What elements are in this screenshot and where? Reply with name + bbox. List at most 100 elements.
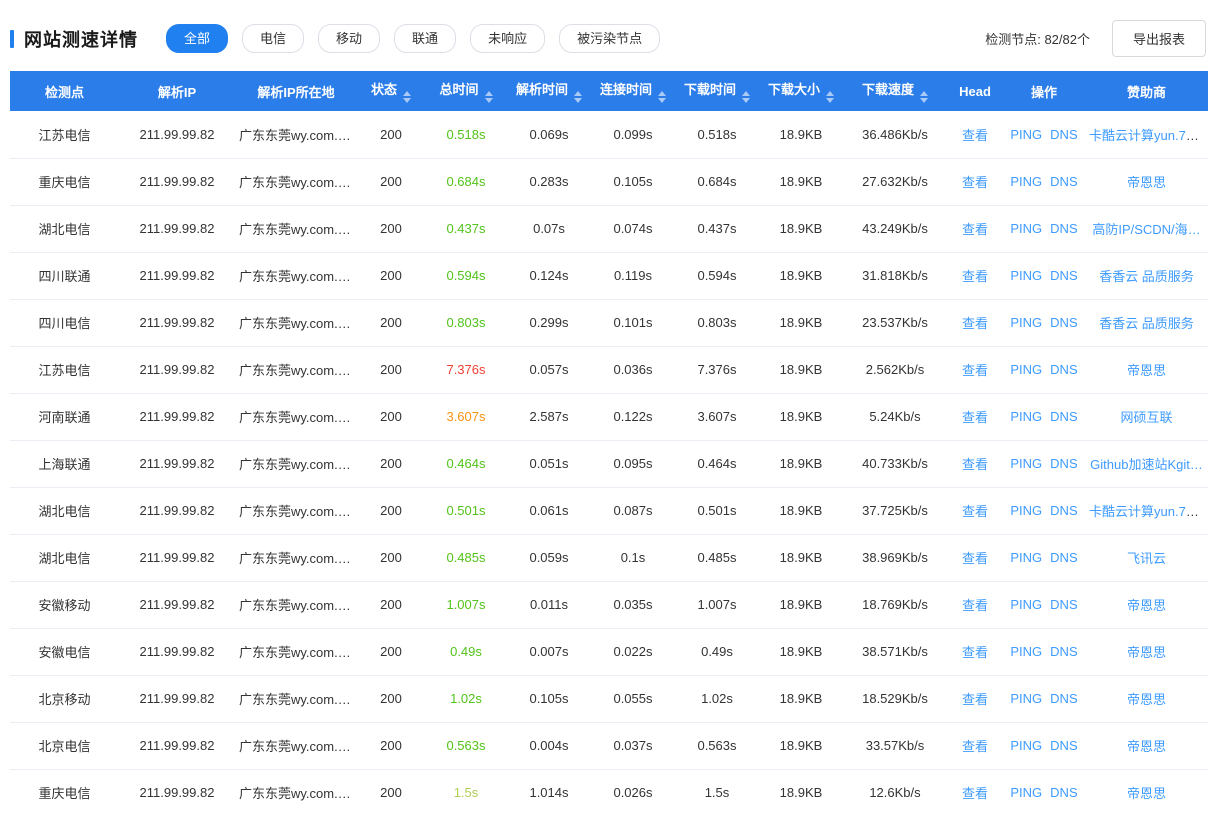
dns-link[interactable]: DNS bbox=[1050, 221, 1078, 236]
view-link[interactable]: 查看 bbox=[961, 269, 988, 284]
ping-link[interactable]: PING bbox=[1010, 738, 1043, 753]
view-link[interactable]: 查看 bbox=[961, 175, 988, 190]
cell-status: 200 bbox=[357, 722, 425, 770]
filter-tab-电信[interactable]: 电信 bbox=[242, 24, 305, 53]
dns-link[interactable]: DNS bbox=[1050, 644, 1078, 659]
sponsor-link[interactable]: 网硕互联 bbox=[1120, 410, 1173, 425]
view-link[interactable]: 查看 bbox=[961, 363, 988, 378]
sponsor-link[interactable]: 帝恩思 bbox=[1126, 645, 1166, 660]
cell-download-time: 1.02s bbox=[675, 675, 759, 723]
dns-link[interactable]: DNS bbox=[1050, 268, 1078, 283]
filter-tab-移动[interactable]: 移动 bbox=[318, 24, 381, 53]
sort-down-icon[interactable] bbox=[742, 98, 750, 103]
sort-icon[interactable] bbox=[742, 91, 750, 103]
dns-link[interactable]: DNS bbox=[1050, 174, 1078, 189]
table-row: 安徽电信 211.99.99.82 广东东莞wy.com.cn电… 200 0.… bbox=[10, 628, 1208, 676]
sort-icon[interactable] bbox=[658, 91, 666, 103]
view-link[interactable]: 查看 bbox=[961, 692, 988, 707]
sponsor-link[interactable]: 香香云 品质服务 bbox=[1099, 269, 1194, 284]
column-header-下载大小[interactable]: 下载大小 bbox=[759, 71, 843, 111]
sort-icon[interactable] bbox=[574, 91, 582, 103]
sort-up-icon[interactable] bbox=[574, 91, 582, 96]
sort-down-icon[interactable] bbox=[658, 98, 666, 103]
view-link[interactable]: 查看 bbox=[961, 551, 988, 566]
ping-link[interactable]: PING bbox=[1010, 503, 1043, 518]
view-link[interactable]: 查看 bbox=[961, 127, 988, 143]
sponsor-link[interactable]: 帝恩思 bbox=[1126, 739, 1166, 754]
sort-icon[interactable] bbox=[826, 91, 834, 103]
ping-link[interactable]: PING bbox=[1010, 456, 1043, 471]
export-report-button[interactable]: 导出报表 bbox=[1111, 20, 1206, 57]
dns-link[interactable]: DNS bbox=[1050, 456, 1078, 471]
dns-link[interactable]: DNS bbox=[1050, 550, 1078, 565]
dns-link[interactable]: DNS bbox=[1050, 597, 1078, 612]
column-header-下载时间[interactable]: 下载时间 bbox=[675, 71, 759, 111]
view-link[interactable]: 查看 bbox=[961, 316, 988, 331]
sort-down-icon[interactable] bbox=[403, 98, 411, 103]
sort-up-icon[interactable] bbox=[920, 91, 928, 96]
sponsor-link[interactable]: Github加速站Kgit… bbox=[1090, 457, 1203, 472]
dns-link[interactable]: DNS bbox=[1050, 409, 1078, 424]
column-header-解析时间[interactable]: 解析时间 bbox=[507, 71, 591, 111]
dns-link[interactable]: DNS bbox=[1050, 691, 1078, 706]
view-link[interactable]: 查看 bbox=[961, 222, 988, 237]
view-link[interactable]: 查看 bbox=[961, 786, 988, 801]
dns-link[interactable]: DNS bbox=[1050, 362, 1078, 377]
sort-icon[interactable] bbox=[484, 91, 493, 103]
dns-link[interactable]: DNS bbox=[1050, 785, 1078, 800]
dns-link[interactable]: DNS bbox=[1050, 738, 1078, 753]
column-header-状态[interactable]: 状态 bbox=[357, 71, 425, 111]
dns-link[interactable]: DNS bbox=[1050, 503, 1078, 518]
filter-tab-全部[interactable]: 全部 bbox=[166, 24, 229, 53]
sort-icon[interactable] bbox=[403, 91, 411, 103]
cell-ip: 211.99.99.82 bbox=[119, 534, 235, 582]
filter-tab-被污染节点[interactable]: 被污染节点 bbox=[559, 24, 661, 53]
ping-link[interactable]: PING bbox=[1010, 315, 1043, 330]
view-link[interactable]: 查看 bbox=[961, 645, 988, 660]
view-link[interactable]: 查看 bbox=[961, 410, 988, 425]
sponsor-link[interactable]: 帝恩思 bbox=[1126, 175, 1166, 190]
view-link[interactable]: 查看 bbox=[961, 457, 988, 472]
column-header-下载速度[interactable]: 下载速度 bbox=[843, 71, 947, 111]
sponsor-link[interactable]: 帝恩思 bbox=[1126, 786, 1166, 801]
column-header-连接时间[interactable]: 连接时间 bbox=[591, 71, 675, 111]
sponsor-link[interactable]: 香香云 品质服务 bbox=[1099, 316, 1194, 331]
dns-link[interactable]: DNS bbox=[1050, 315, 1078, 330]
dns-link[interactable]: DNS bbox=[1050, 126, 1078, 142]
view-link[interactable]: 查看 bbox=[961, 739, 988, 754]
cell-connect-time: 0.101s bbox=[591, 299, 675, 347]
view-link[interactable]: 查看 bbox=[961, 598, 988, 613]
sponsor-link[interactable]: 帝恩思 bbox=[1126, 598, 1166, 613]
sort-down-icon[interactable] bbox=[574, 98, 582, 103]
view-link[interactable]: 查看 bbox=[961, 504, 988, 519]
ping-link[interactable]: PING bbox=[1010, 785, 1043, 800]
ping-link[interactable]: PING bbox=[1010, 221, 1043, 236]
ping-link[interactable]: PING bbox=[1010, 550, 1043, 565]
sort-down-icon[interactable] bbox=[826, 98, 834, 103]
sponsor-link[interactable]: 高防IP/SCDN/海… bbox=[1092, 222, 1201, 237]
ping-link[interactable]: PING bbox=[1010, 268, 1043, 283]
filter-tab-联通[interactable]: 联通 bbox=[394, 24, 457, 53]
ping-link[interactable]: PING bbox=[1010, 409, 1043, 424]
sponsor-link[interactable]: 卡酷云计算yun.7k… bbox=[1089, 127, 1206, 143]
sponsor-link[interactable]: 帝恩思 bbox=[1126, 363, 1166, 378]
sort-up-icon[interactable] bbox=[826, 91, 834, 96]
ping-link[interactable]: PING bbox=[1010, 597, 1043, 612]
sort-up-icon[interactable] bbox=[484, 91, 493, 96]
sort-up-icon[interactable] bbox=[658, 91, 666, 96]
filter-tab-未响应[interactable]: 未响应 bbox=[470, 24, 546, 53]
ping-link[interactable]: PING bbox=[1010, 691, 1043, 706]
sort-down-icon[interactable] bbox=[484, 98, 493, 103]
sort-up-icon[interactable] bbox=[742, 91, 750, 96]
sponsor-link[interactable]: 帝恩思 bbox=[1126, 692, 1166, 707]
ping-link[interactable]: PING bbox=[1010, 174, 1043, 189]
ping-link[interactable]: PING bbox=[1010, 126, 1043, 142]
sort-down-icon[interactable] bbox=[920, 98, 928, 103]
sort-icon[interactable] bbox=[920, 91, 928, 103]
ping-link[interactable]: PING bbox=[1010, 362, 1043, 377]
ping-link[interactable]: PING bbox=[1010, 644, 1043, 659]
sponsor-link[interactable]: 飞讯云 bbox=[1126, 551, 1166, 566]
column-header-总时间[interactable]: 总时间 bbox=[425, 71, 507, 111]
sponsor-link[interactable]: 卡酷云计算yun.7k… bbox=[1089, 504, 1206, 519]
sort-up-icon[interactable] bbox=[403, 91, 411, 96]
